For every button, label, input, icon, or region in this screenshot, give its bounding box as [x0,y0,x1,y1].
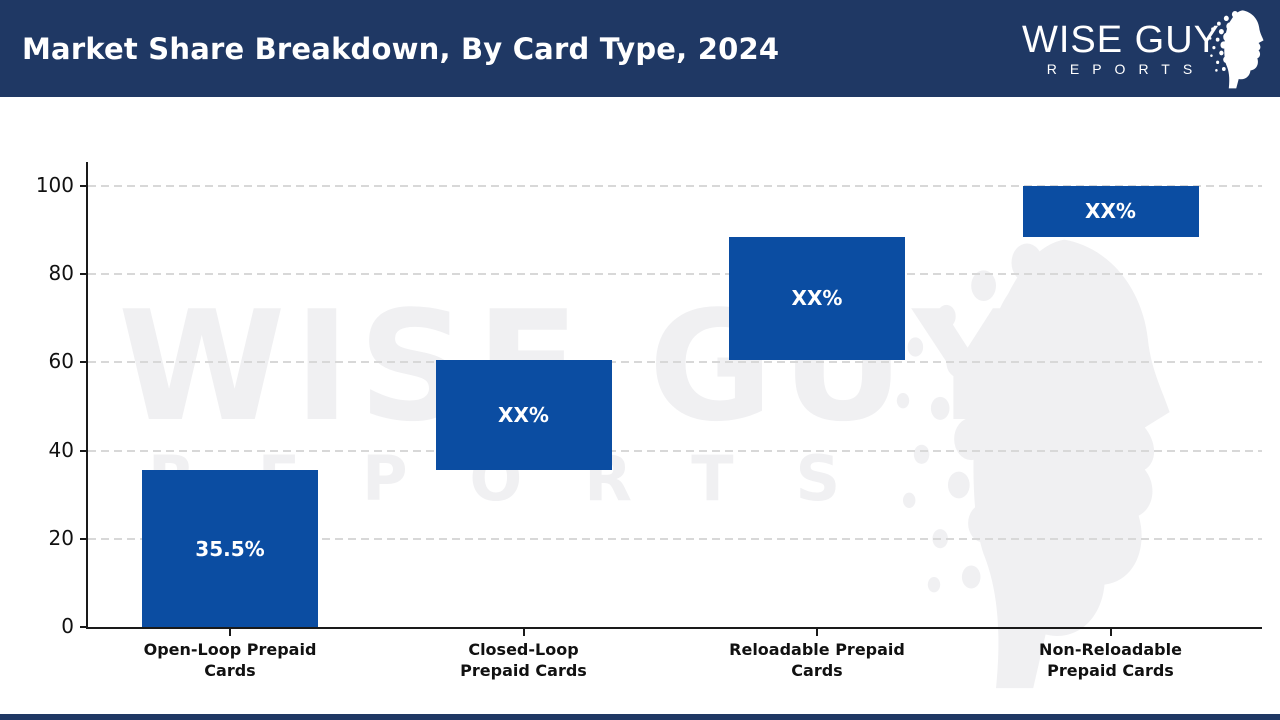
y-tick-mark [80,273,88,276]
y-tick-label: 60 [48,349,74,374]
y-tick-mark [80,361,88,364]
logo-text: WISE GUY REPORTS [1022,21,1220,76]
x-category-label-line: Non-Reloadable [1039,640,1182,659]
gridline [88,537,1262,540]
y-tick-label: 40 [48,437,74,462]
x-category-label: Non-Reloadable Prepaid Cards [981,639,1241,681]
x-category-label-line: Cards [791,661,843,680]
gridline [88,185,1262,187]
y-tick-label: 0 [61,614,74,638]
x-tick-mark [229,627,231,636]
x-tick-mark [1109,627,1112,636]
x-tick-mark [522,627,525,636]
y-tick-label: 20 [48,525,74,550]
x-axis-line [86,627,1262,629]
x-category-label-line: Closed-Loop [468,640,579,659]
wiseguy-logo: WISE GUY REPORTS [1022,9,1266,89]
waterfall-bar-0: 35.5% [142,470,318,627]
header-bar: Market Share Breakdown, By Card Type, 20… [0,0,1280,97]
y-tick-mark [80,185,88,187]
x-category-label-line: Open-Loop Prepaid [143,640,317,659]
x-category-label-line: Cards [204,661,256,680]
x-category-label: Open-Loop Prepaid Cards [100,639,360,681]
page-title: Market Share Breakdown, By Card Type, 20… [22,31,780,66]
y-axis-line [86,162,88,629]
bar-value-label: XX% [791,286,843,311]
x-category-label-line: Reloadable Prepaid [729,640,905,659]
logo-face-icon [1208,9,1264,88]
y-tick-mark [80,537,88,540]
y-tick-mark [80,626,88,628]
gridline [88,361,1262,364]
logo-wordmark: WISE GUY [1021,19,1220,61]
x-category-label: Closed-Loop Prepaid Cards [394,639,654,681]
x-category-label: Reloadable Prepaid Cards [687,639,947,681]
x-tick-mark [816,627,818,636]
x-category-label-line: Prepaid Cards [460,661,587,680]
y-tick-label: 80 [48,261,74,286]
bar-value-label: 35.5% [195,536,265,561]
logo-subtext: REPORTS [1046,61,1206,77]
waterfall-bar-3: XX% [1022,186,1199,237]
waterfall-bar-1: XX% [435,360,612,471]
bar-value-label: XX% [1085,199,1136,224]
footer-bar [0,714,1280,720]
y-tick-mark [80,449,88,452]
bar-value-label: XX% [498,403,549,428]
waterfall-bar-2: XX% [729,236,905,361]
y-tick-label: 100 [35,173,74,197]
gridline [88,273,1262,276]
x-category-label-line: Prepaid Cards [1047,661,1174,680]
gridline [88,449,1262,452]
watermark-face-icon [896,239,1170,689]
